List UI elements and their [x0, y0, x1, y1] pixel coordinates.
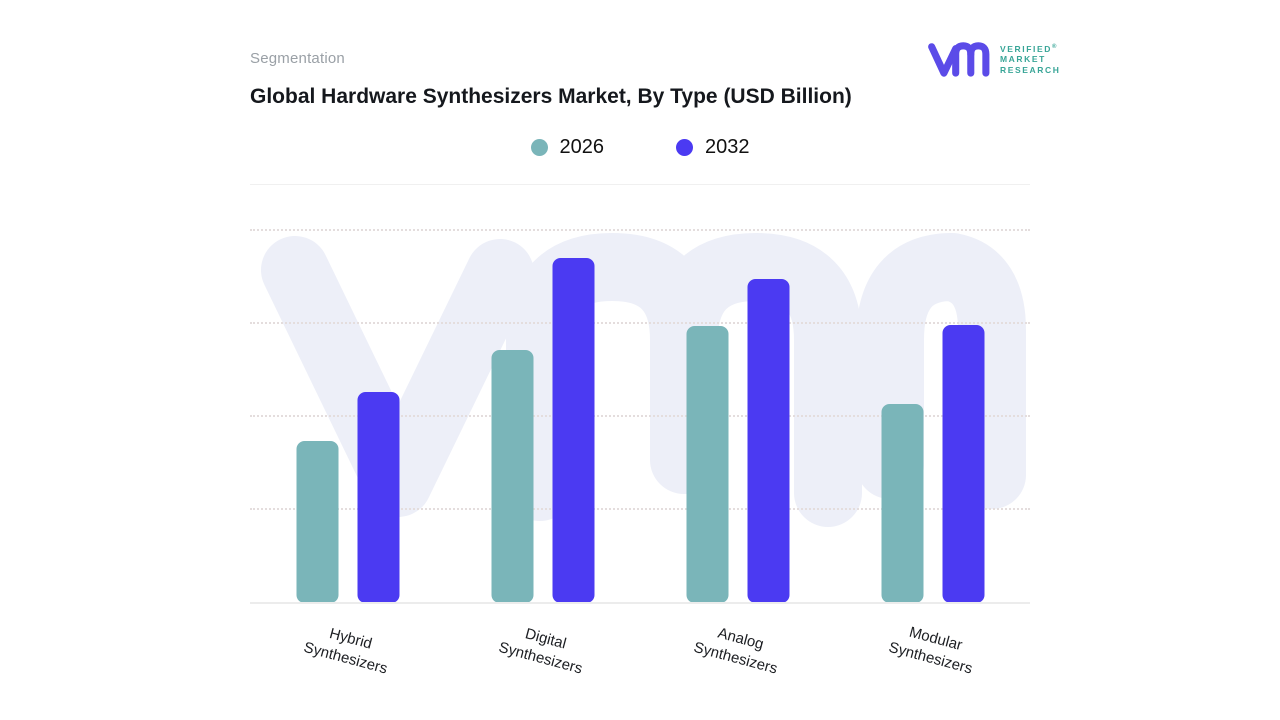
legend-item-2032[interactable]: 2032 — [676, 136, 750, 159]
x-axis-label: Analog Synthesizers — [691, 624, 779, 678]
x-axis-line — [250, 602, 1030, 604]
bar-group-modular-synthesizers — [835, 225, 1030, 603]
legend-label-2026: 2026 — [559, 136, 605, 158]
bar-2026-hybrid-synthesizers[interactable] — [296, 441, 338, 603]
brand-line-verified: VERIFIED — [1000, 43, 1053, 54]
brand-line-market: MARKET — [1000, 54, 1046, 65]
bar-2032-analog-synthesizers[interactable] — [747, 279, 789, 603]
bar-2032-hybrid-synthesizers[interactable] — [357, 391, 399, 603]
section-eyebrow: Segmentation — [250, 50, 345, 67]
chart-title: Global Hardware Synthesizers Market, By … — [250, 85, 852, 108]
vm-monogram-icon — [928, 42, 990, 77]
legend-dot-2032-icon — [676, 139, 693, 156]
gridline — [250, 414, 1030, 417]
plot-area — [250, 225, 1030, 603]
bar-2026-digital-synthesizers[interactable] — [491, 349, 533, 603]
bar-pair — [491, 257, 594, 603]
bar-pair — [296, 391, 399, 603]
x-axis-label: Modular Synthesizers — [886, 623, 974, 678]
x-label-cell: Hybrid Synthesizers — [250, 603, 445, 703]
brand-line-research: RESEARCH — [1000, 65, 1061, 76]
verified-market-research-logo: VERIFIED® MARKET RESEARCH — [926, 33, 1136, 85]
x-label-cell: Modular Synthesizers — [835, 603, 1030, 703]
brand-wordmark: VERIFIED® MARKET RESEARCH — [1000, 42, 1061, 77]
legend-item-2026[interactable]: 2026 — [530, 136, 605, 159]
bar-group-hybrid-synthesizers — [250, 225, 445, 603]
bar-2026-modular-synthesizers[interactable] — [881, 403, 923, 603]
bar-groups — [250, 225, 1030, 603]
legend-dot-2026-icon — [530, 139, 548, 156]
bar-group-digital-synthesizers — [445, 225, 640, 603]
header-divider — [250, 184, 1030, 185]
x-axis-labels: Hybrid Synthesizers Digital Synthesizers Ana… — [250, 603, 1030, 703]
x-axis-label: Digital Synthesizers — [496, 625, 584, 678]
x-label-cell: Analog Synthesizers — [640, 603, 835, 703]
legend-label-2032: 2032 — [705, 136, 750, 158]
gridline — [250, 228, 1030, 231]
x-axis-label: Hybrid Synthesizers — [301, 625, 389, 678]
x-label-cell: Digital Synthesizers — [445, 603, 640, 703]
bar-2032-modular-synthesizers[interactable] — [942, 324, 984, 603]
bar-group-analog-synthesizers — [640, 225, 835, 603]
gridline — [250, 507, 1030, 510]
gridline — [250, 321, 1030, 324]
bar-2026-analog-synthesizers[interactable] — [686, 325, 728, 603]
registered-mark: ® — [1052, 43, 1057, 50]
bar-2032-digital-synthesizers[interactable] — [552, 257, 594, 603]
bar-pair — [686, 279, 789, 603]
bar-pair — [881, 324, 984, 603]
chart-legend: 2026 2032 — [250, 136, 1030, 159]
